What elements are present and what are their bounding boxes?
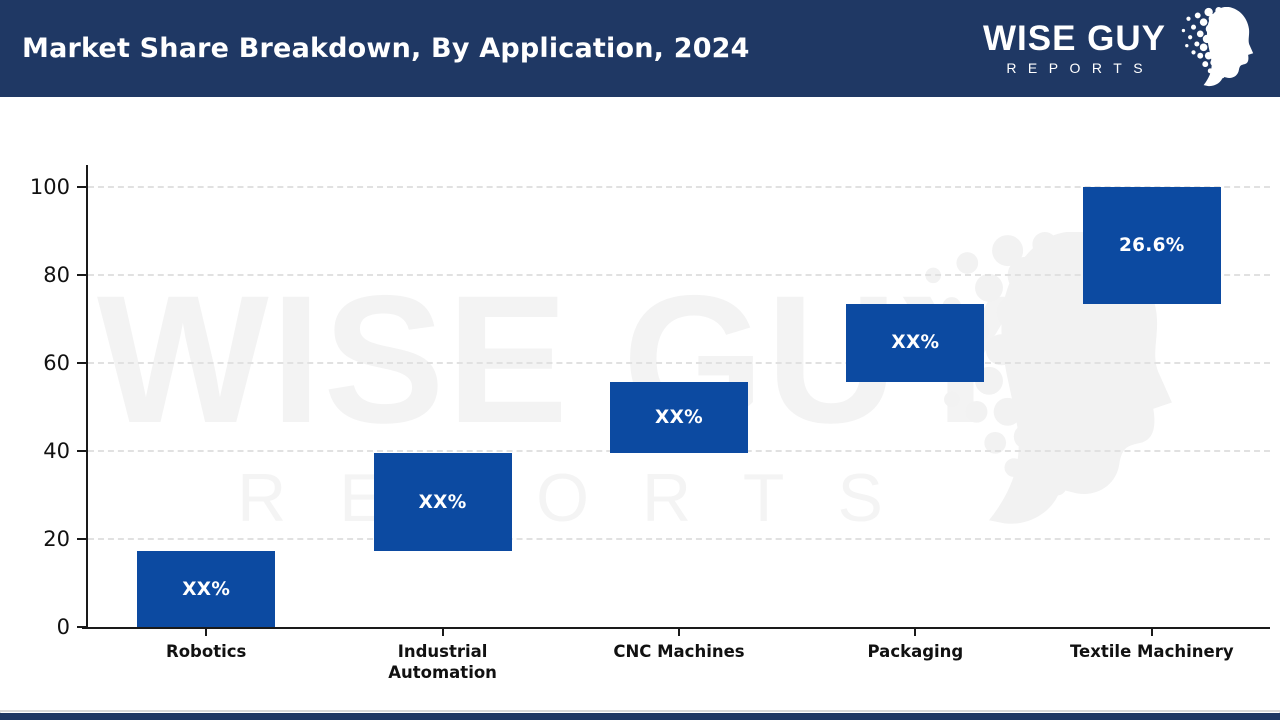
bar-value-label: 26.6% xyxy=(1118,235,1185,257)
logo-brand-text: WISE GUY xyxy=(982,19,1166,58)
x-category-label: Industrial Automation xyxy=(388,642,497,683)
logo-text: WISE GUY REPORTS xyxy=(982,19,1166,77)
plot-area: 0 20 40 60 80 100 XX% Robotics XX% Industrial Aut… xyxy=(30,165,1270,682)
x-tick-mark xyxy=(205,629,208,636)
wiseguy-logo: WISE GUY REPORTS xyxy=(983,6,1254,92)
x-axis-line xyxy=(82,627,1270,629)
y-tick-mark xyxy=(77,450,86,452)
footer-divider xyxy=(0,710,1280,712)
bar-industrial-automation: XX% xyxy=(373,452,512,552)
y-tick-label: 0 xyxy=(56,615,70,639)
bar-cnc-machines: XX% xyxy=(610,381,748,453)
y-tick-mark xyxy=(77,362,86,364)
y-tick-mark xyxy=(77,186,86,188)
x-category-label: Robotics xyxy=(166,642,247,661)
bar-value-label: XX% xyxy=(418,491,467,513)
x-tick-mark xyxy=(441,629,444,636)
bar-packaging: XX% xyxy=(846,304,985,382)
gridline-100 xyxy=(88,186,1270,188)
x-tick-mark xyxy=(1150,629,1153,636)
x-category-label: CNC Machines xyxy=(613,642,745,661)
bar-value-label: XX% xyxy=(891,332,940,354)
logo-head-icon xyxy=(1170,6,1254,92)
logo-sub-text: REPORTS xyxy=(1006,60,1155,76)
header-bar: Market Share Breakdown, By Application, … xyxy=(0,0,1280,97)
chart-canvas: WISE GUY REPORTS 0 20 40 60 80 100 XX% Robotics… xyxy=(0,97,1280,711)
page-title: Market Share Breakdown, By Application, … xyxy=(22,33,750,64)
bar-textile-machinery: 26.6% xyxy=(1082,187,1221,305)
y-tick-label: 100 xyxy=(29,175,70,199)
gridline-20 xyxy=(88,538,1270,540)
y-tick-label: 20 xyxy=(43,527,70,551)
x-category-label: Packaging xyxy=(867,642,964,661)
y-tick-label: 60 xyxy=(43,351,70,375)
y-tick-mark xyxy=(77,538,86,540)
bar-value-label: XX% xyxy=(182,578,231,600)
y-tick-label: 40 xyxy=(43,439,70,463)
bar-robotics: XX% xyxy=(137,551,276,627)
bar-value-label: XX% xyxy=(655,406,703,428)
footer-bar xyxy=(0,713,1280,720)
gridline-80 xyxy=(88,274,1270,276)
y-tick-label: 80 xyxy=(43,263,70,287)
x-tick-mark xyxy=(914,629,917,636)
y-tick-mark xyxy=(77,626,86,628)
y-tick-mark xyxy=(77,274,86,276)
x-category-label: Textile Machinery xyxy=(1069,642,1234,661)
gridline-60 xyxy=(88,362,1270,364)
x-tick-mark xyxy=(678,629,680,636)
y-axis-line xyxy=(86,165,88,629)
